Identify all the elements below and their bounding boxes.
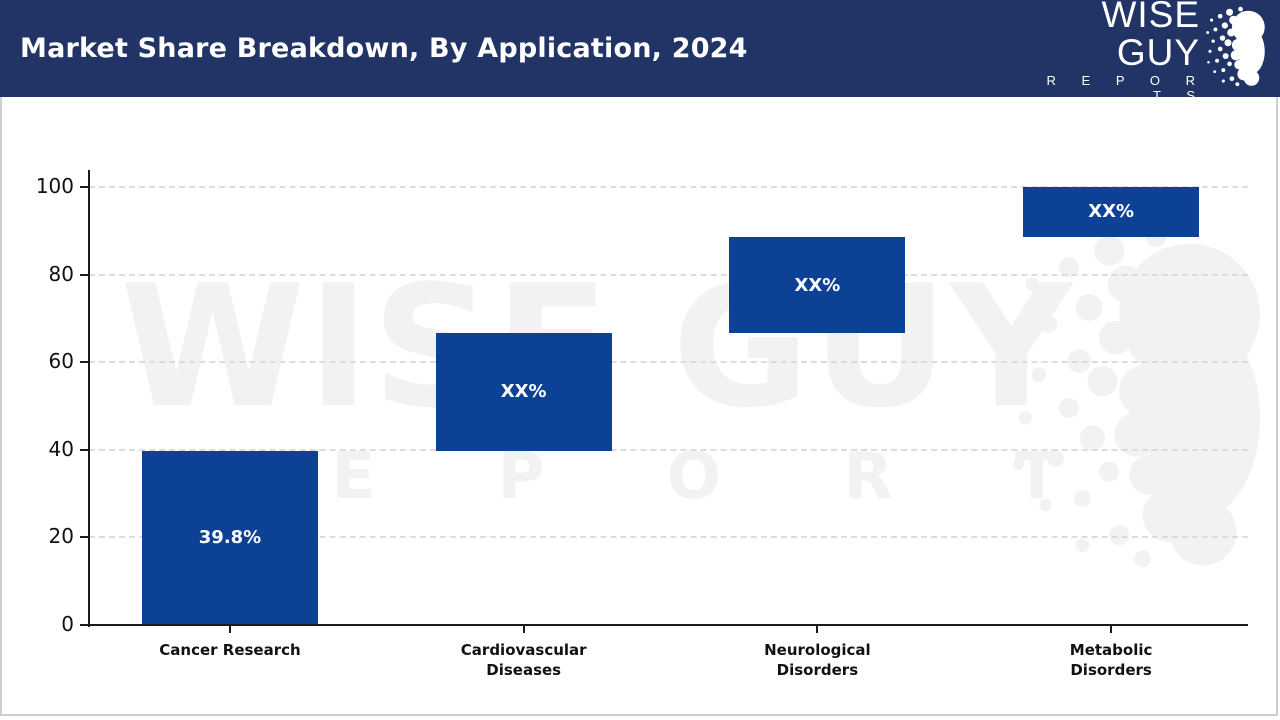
y-tick-80 [80,273,88,276]
y-tick-label-60: 60 [48,349,74,374]
brand-name: WISE GUY [1101,0,1200,73]
bar-value-label: 39.8% [198,527,262,549]
bar-cardiovascular-diseases: XX% [435,333,612,451]
y-tick-label-80: 80 [48,261,74,286]
gridline-60 [89,361,1248,364]
y-tick-label-20: 20 [48,524,74,549]
x-tick-2 [816,626,819,633]
page-title: Market Share Breakdown, By Application, … [20,33,748,64]
y-tick-40 [80,448,88,451]
brand-logo: WISE GUY R E P O R T S [1020,0,1270,103]
bar-neurological-disorders: XX% [729,236,906,334]
category-label-2: Neurological Disorders [764,641,871,679]
bar-value-label: XX% [1088,201,1134,223]
bar-value-label: XX% [500,381,547,403]
category-label-1: Cardiovascular Diseases [460,641,587,679]
x-axis-line [88,624,1248,626]
gridline-40 [89,448,1248,451]
y-tick-label-0: 0 [61,612,74,636]
y-tick-label-40: 40 [48,436,74,461]
x-tick-0 [229,626,231,633]
gridline-20 [89,536,1248,539]
bar-value-label: XX% [794,274,841,296]
y-tick-label-100: 100 [35,174,74,198]
y-axis-line [88,170,90,627]
y-tick-0 [80,624,88,626]
category-label-3: Metabolic Disorders [1069,641,1153,679]
category-label-0: Cancer Research [159,641,301,659]
y-tick-60 [80,361,88,364]
gridline-80 [89,273,1248,276]
y-tick-20 [80,536,88,539]
x-tick-1 [522,626,525,633]
bar-metabolic-disorders: XX% [1023,187,1200,237]
bar-cancer-research: 39.8% [142,450,318,625]
brand-subname: R E P O R T S [1046,72,1206,103]
gridline-100 [89,186,1248,188]
y-tick-100 [80,186,88,188]
brand-logo-text: WISE GUY R E P O R T S [1020,0,1200,103]
x-tick-3 [1110,626,1113,633]
header-band: Market Share Breakdown, By Application, … [0,0,1280,103]
